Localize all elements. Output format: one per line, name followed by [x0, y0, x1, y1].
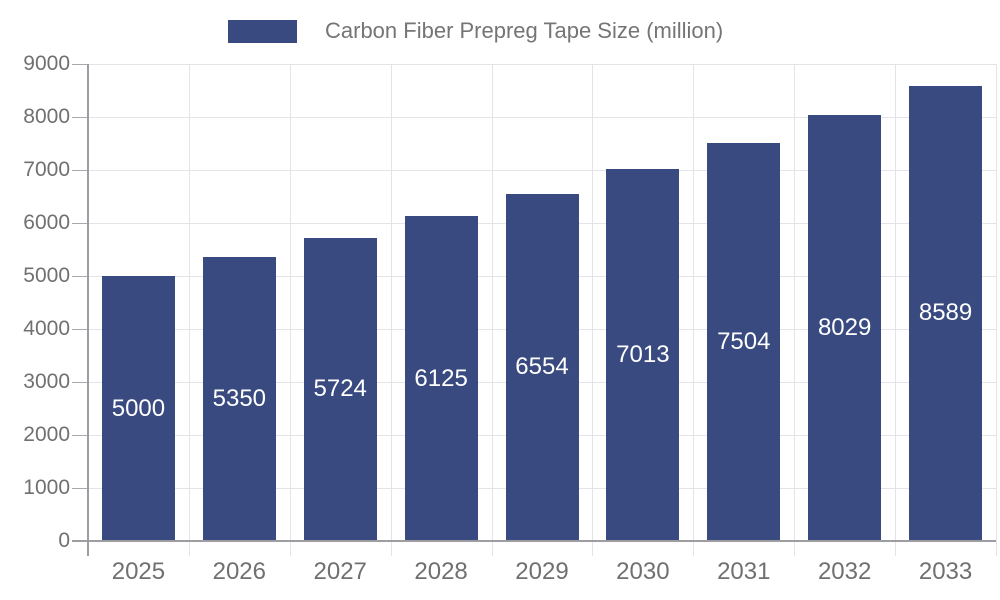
x-gridline — [794, 64, 796, 556]
y-axis-tick-label: 4000 — [23, 317, 70, 340]
y-gridline — [88, 170, 996, 171]
bar-value-label: 5350 — [212, 385, 267, 413]
y-gridline — [88, 117, 996, 118]
bar[interactable]: 8589 — [909, 85, 983, 541]
bar-value-label: 7013 — [616, 341, 670, 369]
x-axis-tick-label: 2026 — [212, 558, 266, 585]
bar[interactable]: 5000 — [101, 276, 175, 541]
x-gridline — [289, 64, 291, 556]
bar-value-label: 8029 — [817, 314, 872, 342]
y-axis-tick-label: 3000 — [23, 370, 70, 393]
bar-value-label: 8589 — [918, 299, 973, 327]
x-axis-tick-label: 2025 — [111, 558, 166, 585]
bar-value-label: 6554 — [515, 353, 569, 381]
y-axis-tick — [72, 329, 88, 330]
legend-swatch — [228, 19, 297, 43]
y-axis-tick — [72, 276, 88, 277]
y-axis-tick-label: 2000 — [23, 423, 70, 446]
x-axis-tick-label: 2033 — [918, 558, 973, 585]
y-axis-tick — [72, 488, 88, 489]
bar[interactable]: 6125 — [404, 216, 478, 541]
x-axis-tick-label: 2030 — [616, 558, 670, 585]
x-gridline — [188, 64, 190, 556]
bar[interactable]: 5724 — [303, 237, 377, 541]
bar-value-label: 6125 — [414, 364, 468, 392]
x-axis-tick-label: 2027 — [313, 558, 367, 585]
bar-value-label: 7504 — [717, 328, 771, 356]
y-axis-tick — [72, 223, 88, 224]
x-axis-tick-label: 2031 — [717, 558, 771, 585]
x-gridline — [592, 64, 594, 556]
x-gridline — [693, 64, 695, 556]
x-gridline — [491, 64, 493, 556]
y-axis-tick — [72, 435, 88, 436]
y-axis-tick-label: 1000 — [23, 476, 70, 499]
y-axis-tick — [72, 382, 88, 383]
chart-legend[interactable]: Carbon Fiber Prepreg Tape Size (million) — [228, 18, 723, 44]
y-axis-tick — [72, 170, 88, 171]
bar[interactable]: 7504 — [707, 143, 781, 541]
bar[interactable]: 8029 — [808, 115, 882, 541]
x-axis-tick-label: 2028 — [414, 558, 468, 585]
x-gridline — [996, 64, 997, 556]
y-axis-tick-label: 5000 — [23, 264, 70, 287]
y-axis-tick-label: 6000 — [23, 211, 70, 234]
x-axis-tick-label: 2032 — [817, 558, 872, 585]
legend-label: Carbon Fiber Prepreg Tape Size (million) — [325, 18, 724, 43]
y-axis-tick — [72, 117, 88, 118]
y-axis-tick-label: 0 — [58, 529, 70, 552]
y-gridline — [88, 64, 996, 65]
x-axis-tick-label: 2029 — [515, 558, 569, 585]
x-gridline — [390, 64, 392, 556]
bar-value-label: 5724 — [313, 375, 367, 403]
y-axis-tick — [72, 64, 88, 65]
y-axis-tick-label: 8000 — [23, 105, 70, 128]
y-axis-line — [87, 64, 89, 556]
bar[interactable]: 7013 — [606, 169, 680, 541]
bar[interactable]: 5350 — [202, 257, 276, 541]
x-axis-line — [72, 540, 996, 542]
bar[interactable]: 6554 — [505, 193, 579, 541]
bar-value-label: 5000 — [111, 394, 166, 422]
y-axis-tick-label: 9000 — [23, 52, 70, 75]
y-axis-tick-label: 7000 — [23, 158, 70, 181]
x-gridline — [895, 64, 897, 556]
